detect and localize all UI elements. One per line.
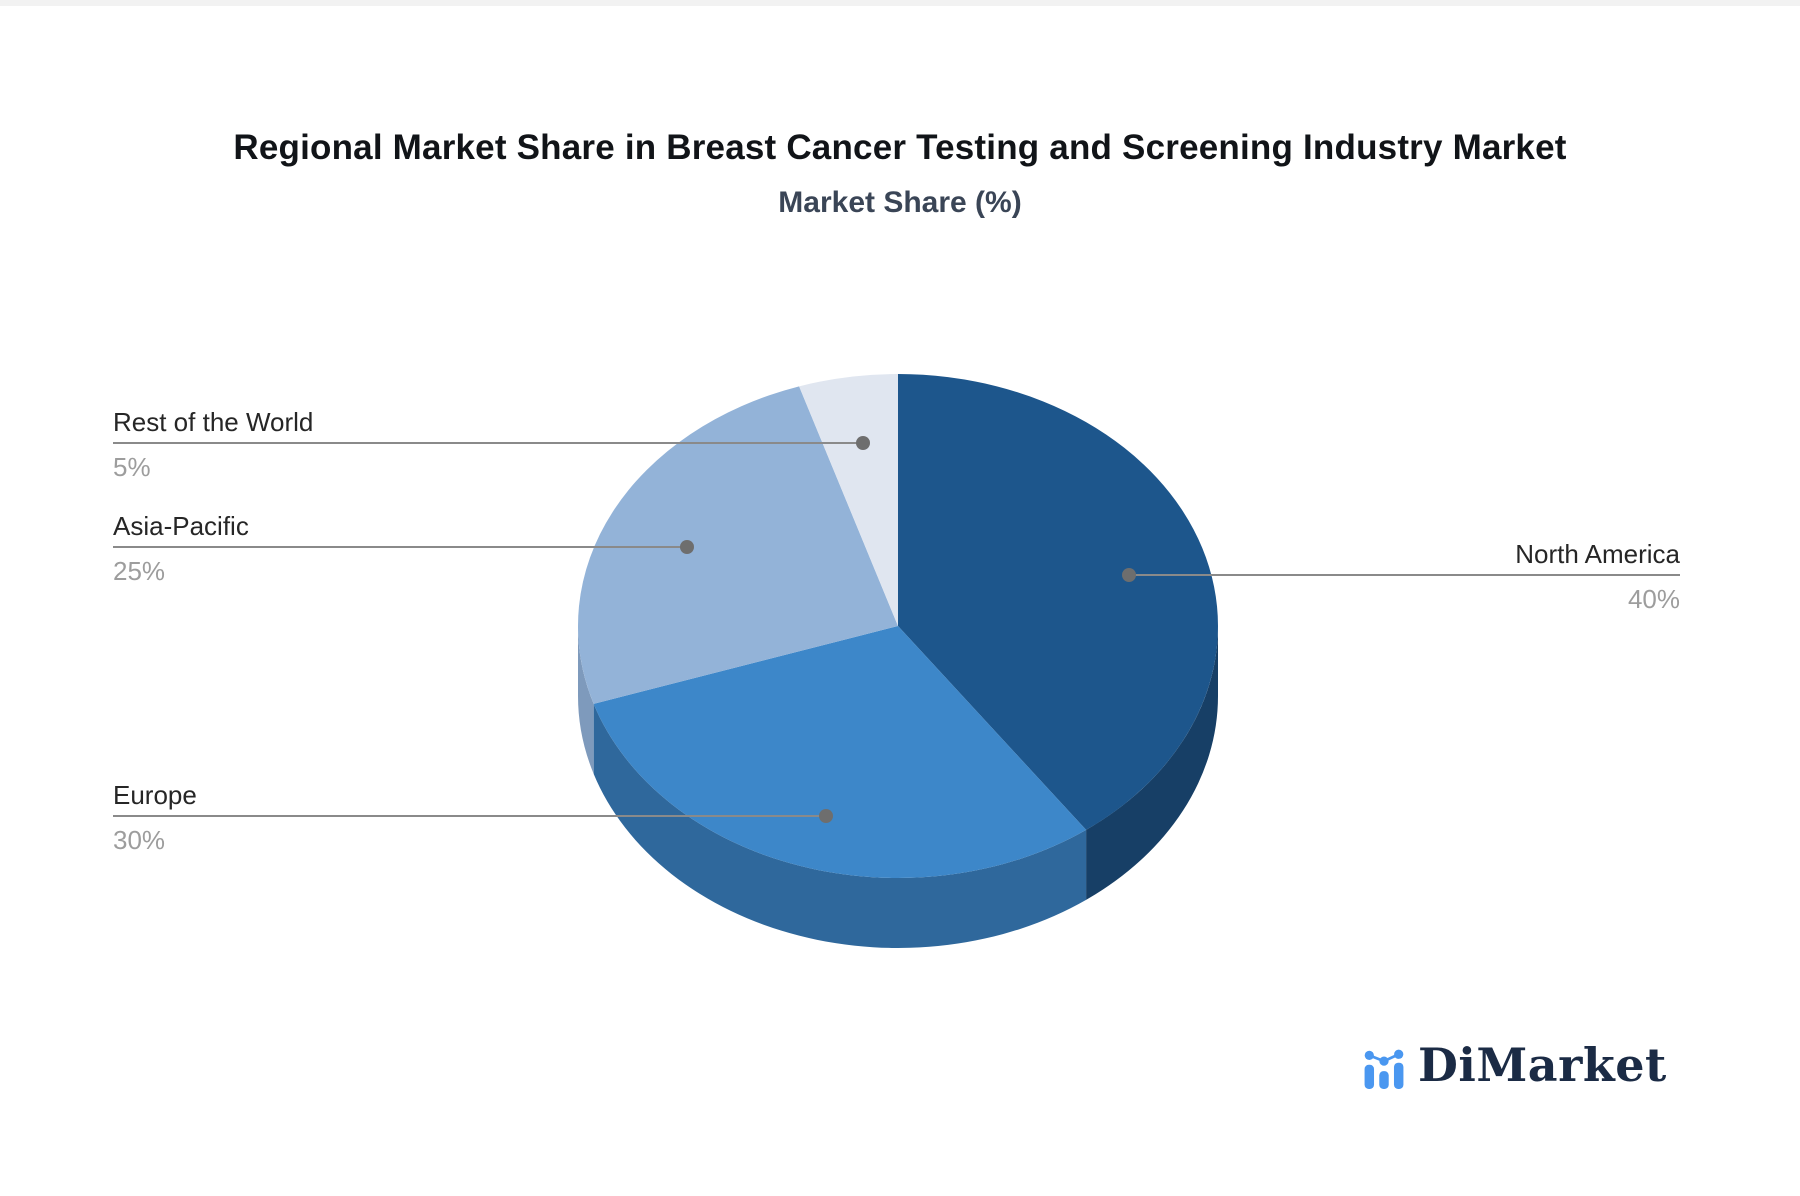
pie-slice-side-asia-pacific [578, 626, 594, 774]
pie-slice-side-europe [593, 703, 1087, 948]
label-rest-of-the-world: Rest of the World [113, 407, 314, 437]
pie-slice-north-america[interactable] [898, 374, 1218, 830]
value-asia-pacific: 25% [113, 556, 166, 586]
pie-slice-europe[interactable] [593, 626, 1087, 878]
pie-slice-asia-pacific[interactable] [577, 386, 898, 704]
bar-line-chart-icon [1364, 1049, 1404, 1089]
label-europe: Europe [113, 780, 197, 810]
pie-slice-rest-of-the-world[interactable] [799, 374, 898, 626]
pie-slice-side-north-america [1086, 626, 1218, 900]
value-europe: 30% [113, 825, 166, 855]
value-rest-of-the-world: 5% [113, 452, 151, 482]
label-north-america: North America [1515, 539, 1680, 569]
dimarket-logo: DiMarket [1363, 1040, 1667, 1090]
dimarket-logo-text: DiMarket [1418, 1038, 1667, 1092]
leader-dot-asia-pacific [680, 540, 694, 554]
chart-title: Regional Market Share in Breast Cancer T… [233, 128, 1567, 167]
leader-dot-north-america [1122, 568, 1136, 582]
leader-dot-europe [819, 809, 833, 823]
chart-subtitle: Market Share (%) [778, 186, 1022, 219]
top-border-strip [0, 0, 1800, 6]
leader-dot-rest-of-the-world [856, 436, 870, 450]
label-asia-pacific: Asia-Pacific [113, 511, 249, 541]
value-north-america: 40% [1627, 584, 1680, 614]
